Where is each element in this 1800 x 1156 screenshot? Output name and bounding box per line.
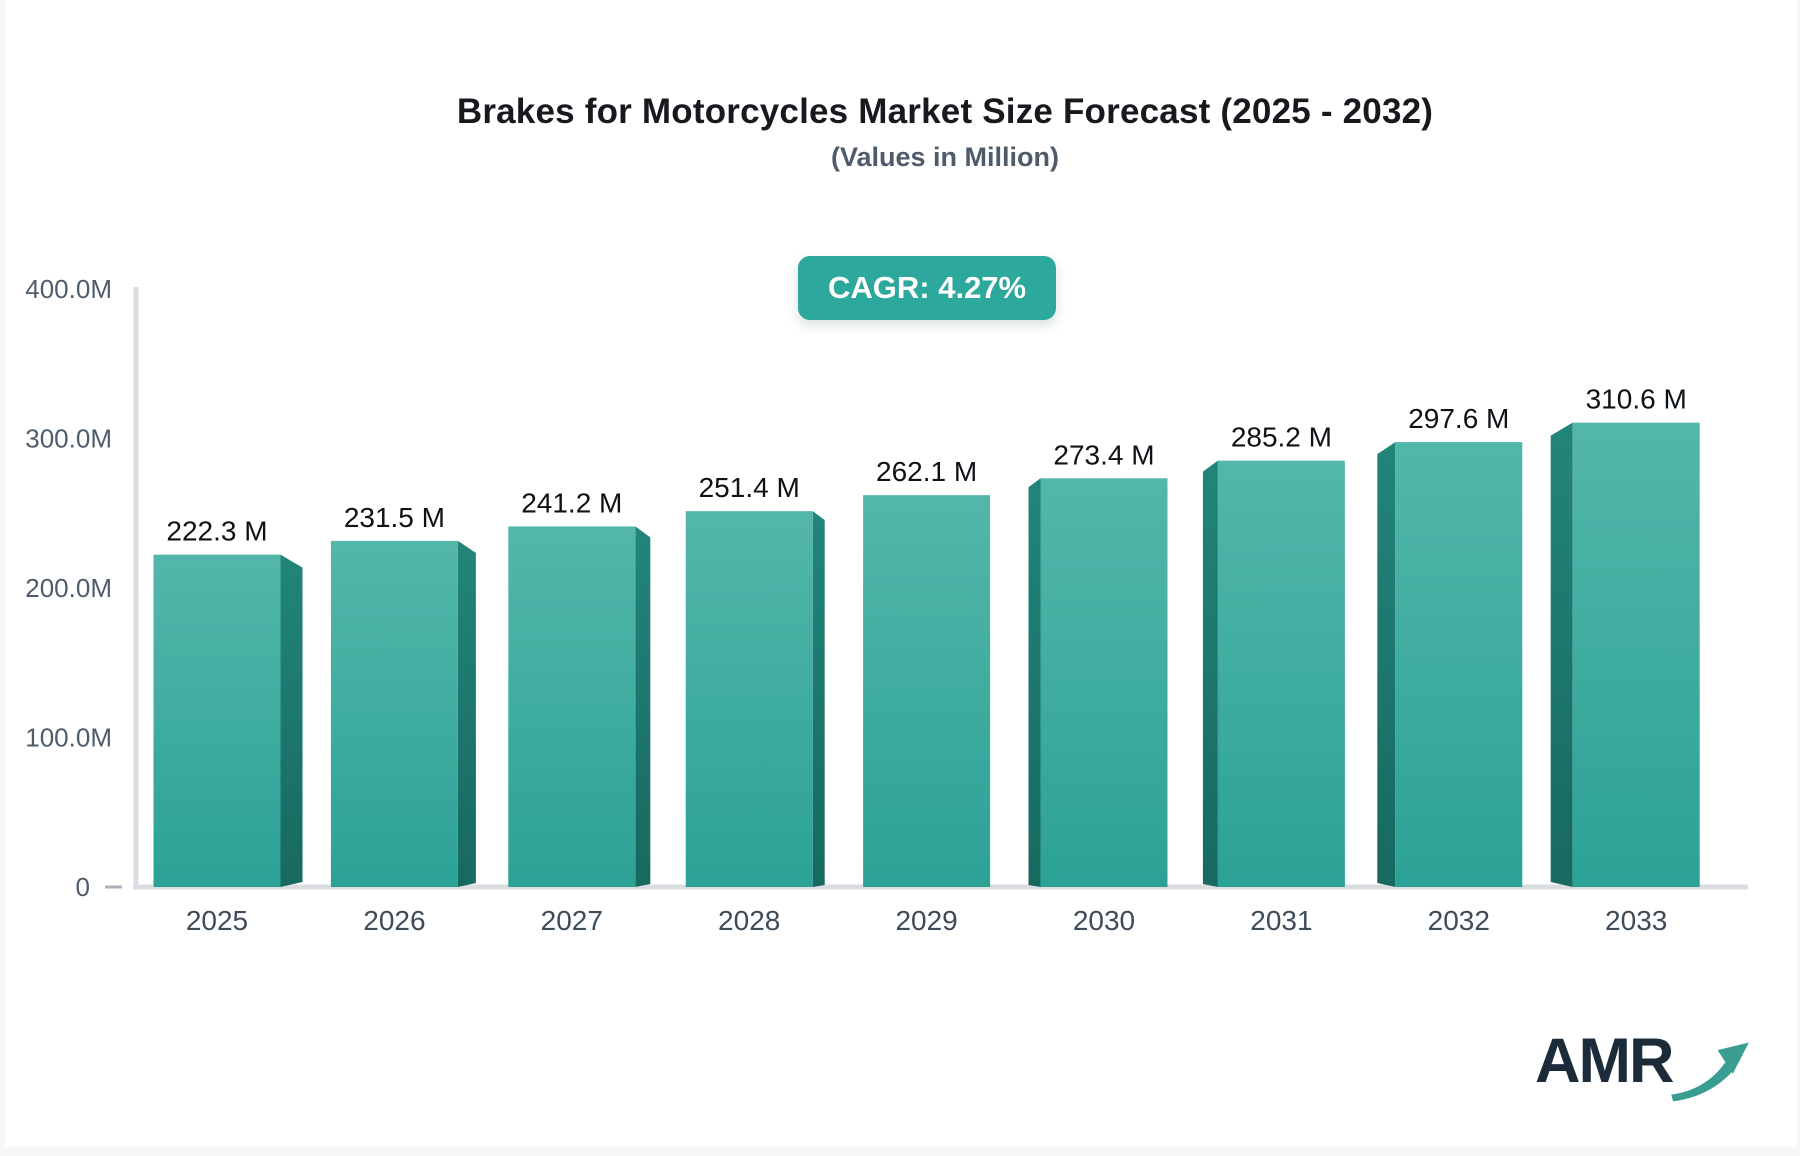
arrow-head <box>1718 1042 1750 1074</box>
chart-subtitle: (Values in Million) <box>830 142 1060 172</box>
x-axis-label: 2026 <box>363 905 425 936</box>
growth-arrow-icon <box>1671 1042 1750 1102</box>
x-axis-label: 2030 <box>1073 905 1135 936</box>
bar-side-2027 <box>635 526 651 887</box>
bar-value-label: 222.3 M <box>166 516 267 547</box>
cagr-badge: CAGR: 4.27% <box>798 256 1057 320</box>
bar-side-2031 <box>1202 460 1218 887</box>
bar-chart: 400.0M 300.0M 200.0M 100.0M 0 222.3 M 2025 231.… <box>25 274 1748 936</box>
x-axis-label: 2032 <box>1428 905 1490 936</box>
y-axis-tick-label: 100.0M <box>25 723 112 753</box>
bar-2033 <box>1572 422 1700 887</box>
x-axis-label: 2033 <box>1605 905 1667 936</box>
bar-side-2025 <box>280 554 303 887</box>
bar-2027 <box>508 526 636 887</box>
chart-card: Brakes for Motorcycles Market Size Forec… <box>5 0 1797 1147</box>
y-axis-tick-label: 300.0M <box>25 424 112 454</box>
bar-value-label: 262.1 M <box>876 456 977 487</box>
bar-side-2032 <box>1377 442 1396 887</box>
bar-value-label: 241.2 M <box>521 487 622 518</box>
y-axis-tick-label: 0 <box>76 872 90 902</box>
y-axis-tick-label: 200.0M <box>25 573 112 603</box>
chart-header: Brakes for Motorcycles Market Size Forec… <box>75 92 1800 173</box>
bar-value-label: 285.2 M <box>1231 422 1332 453</box>
x-axis-label: 2025 <box>186 905 248 936</box>
x-axis-label: 2027 <box>541 905 603 936</box>
arrow-swoosh <box>1671 1062 1734 1102</box>
bar-2030 <box>1040 478 1168 887</box>
bar-2032 <box>1395 442 1523 887</box>
bar-value-label: 273.4 M <box>1053 439 1154 470</box>
bar-side-2028 <box>812 511 825 887</box>
bar-value-label: 310.6 M <box>1586 384 1687 415</box>
bar-value-label: 231.5 M <box>344 502 445 533</box>
bar-2025 <box>153 554 281 887</box>
bar-2029 <box>863 495 991 887</box>
x-axis-label: 2031 <box>1250 905 1312 936</box>
bar-side-2033 <box>1550 422 1573 887</box>
bar-value-label: 251.4 M <box>699 472 800 503</box>
chart-title: Brakes for Motorcycles Market Size Forec… <box>456 92 1434 131</box>
bar-side-2030 <box>1028 478 1041 887</box>
bar-value-label: 297.6 M <box>1408 403 1509 434</box>
x-axis-label: 2029 <box>895 905 957 936</box>
amr-logo: AMR <box>1535 1030 1754 1106</box>
x-axis-label: 2028 <box>718 905 780 936</box>
bar-2028 <box>685 511 813 887</box>
bar-2026 <box>330 540 458 887</box>
bar-2031 <box>1217 460 1345 887</box>
y-axis-tick-label: 400.0M <box>25 274 112 304</box>
amr-logo-text: AMR <box>1535 1026 1674 1096</box>
bar-side-2026 <box>457 540 476 887</box>
